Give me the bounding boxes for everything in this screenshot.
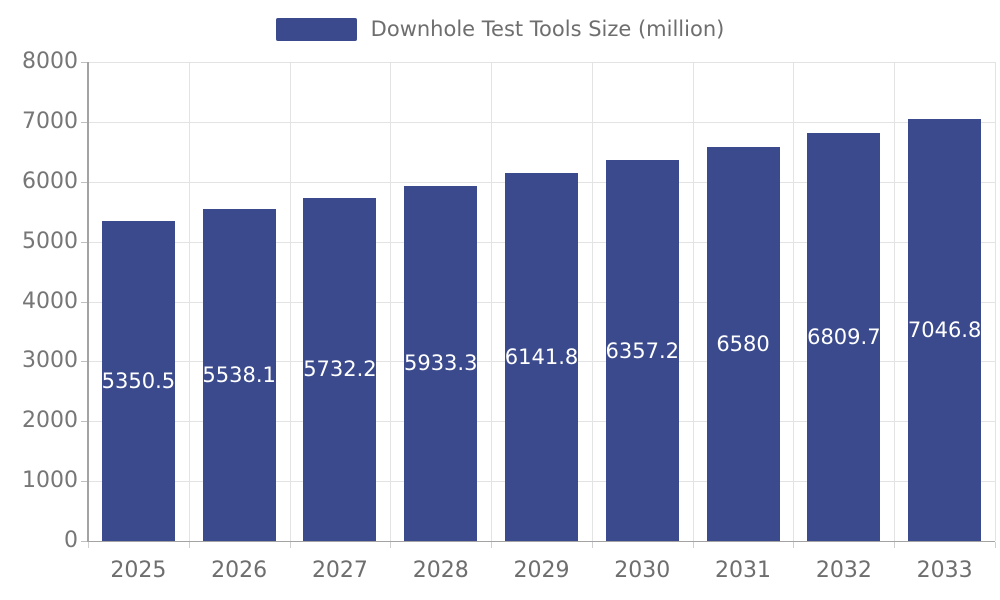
h-gridline [88,121,995,123]
x-axis-tick [491,542,493,548]
bar-2028 [404,185,478,541]
x-tick-label-2030: 2030 [614,558,671,583]
bar-value-label: 7046.8 [907,318,982,343]
x-axis-tick [995,542,996,548]
bar-value-label: 5933.3 [403,351,478,376]
y-axis-tick [81,541,87,542]
x-axis-tick [188,542,190,548]
y-tick-label-1000: 1000 [22,468,78,494]
x-axis-tick [289,542,291,548]
y-tick-label-8000: 8000 [22,49,78,74]
v-gridline [188,62,190,541]
x-tick-label-2029: 2029 [513,558,570,583]
bar-value-label: 6357.2 [605,338,679,363]
x-axis-tick [793,542,795,548]
x-tick-label-2033: 2033 [916,558,973,583]
bar-2033 [908,119,982,541]
bar-2026 [202,209,276,541]
y-axis-tick [81,421,87,423]
x-tick-label-2027: 2027 [311,558,368,583]
y-axis-tick [81,241,87,243]
y-tick-label-3000: 3000 [22,348,78,374]
bar-2030 [605,160,679,541]
x-axis-line [87,540,995,542]
v-gridline [894,62,896,541]
h-gridline [88,62,995,63]
y-tick-label-6000: 6000 [22,168,78,194]
x-tick-label-2025: 2025 [110,558,167,583]
bar-2031 [706,147,780,541]
bar-value-label: 6141.8 [504,345,579,370]
v-gridline [491,62,493,541]
legend[interactable]: Downhole Test Tools Size (million) [0,17,1000,41]
bar-2029 [505,173,578,541]
y-tick-label-2000: 2000 [22,408,78,434]
v-gridline [995,62,996,541]
y-axis-tick [81,361,87,363]
bar-value-label: 5538.1 [202,363,276,388]
x-tick-label-2031: 2031 [715,558,772,583]
x-axis-tick [692,542,694,548]
y-tick-label-7000: 7000 [22,108,78,134]
v-gridline [793,62,795,541]
bar-2025 [101,220,175,541]
v-gridline [390,62,392,541]
bar-2032 [807,133,881,541]
x-axis-tick [88,542,89,548]
legend-label[interactable]: Downhole Test Tools Size (million) [370,17,725,41]
y-axis-tick [81,481,87,483]
y-axis-tick [81,62,87,63]
plot-area: 5350.5 5538.1 5732.2 5933.3 6141.8 6357.2 6580… [88,62,996,541]
legend-swatch[interactable] [275,17,357,41]
x-tick-label-2032: 2032 [815,558,872,583]
y-axis-tick [81,301,87,303]
y-axis-line [87,62,89,541]
y-tick-label-0: 0 [64,528,78,553]
y-tick-label-4000: 4000 [22,288,78,314]
y-axis-tick [81,181,87,183]
x-tick-label-2026: 2026 [211,558,268,583]
bar-value-label: 6580 [716,332,770,356]
x-axis-tick [390,542,392,548]
v-gridline [289,62,291,541]
bar-2027 [303,197,377,541]
v-gridline [591,62,593,541]
v-gridline [692,62,694,541]
y-tick-label-5000: 5000 [22,228,78,254]
y-axis-tick [81,121,87,123]
x-tick-label-2028: 2028 [412,558,469,583]
x-axis-tick [894,542,896,548]
x-axis-tick [591,542,593,548]
bar-value-label: 6809.7 [807,325,881,350]
bar-value-label: 5732.2 [303,357,377,382]
bar-value-label: 5350.5 [101,368,176,393]
